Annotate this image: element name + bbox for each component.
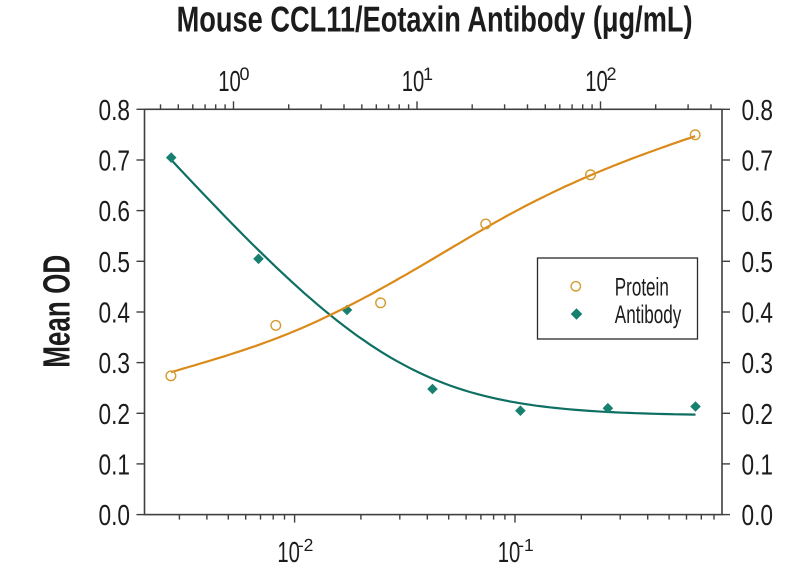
svg-text:100: 100 bbox=[218, 64, 249, 98]
svg-text:0.3: 0.3 bbox=[99, 348, 131, 380]
svg-text:102: 102 bbox=[585, 64, 616, 98]
svg-text:10-1: 10-1 bbox=[498, 535, 534, 569]
svg-text:0.5: 0.5 bbox=[742, 247, 774, 279]
svg-text:Protein: Protein bbox=[615, 274, 669, 302]
svg-text:0.7: 0.7 bbox=[99, 145, 131, 177]
svg-text:101: 101 bbox=[402, 64, 433, 98]
svg-text:0.3: 0.3 bbox=[742, 348, 774, 380]
svg-text:0.7: 0.7 bbox=[742, 145, 774, 177]
svg-text:0.4: 0.4 bbox=[99, 297, 131, 329]
svg-text:0.8: 0.8 bbox=[99, 95, 131, 127]
svg-text:0.6: 0.6 bbox=[742, 196, 774, 228]
svg-text:0.5: 0.5 bbox=[99, 247, 131, 279]
svg-text:Mean OD: Mean OD bbox=[36, 255, 78, 368]
svg-text:Mouse CCL11/Eotaxin Antibody (: Mouse CCL11/Eotaxin Antibody (μg/mL) bbox=[177, 0, 693, 40]
svg-text:0.2: 0.2 bbox=[99, 399, 131, 431]
svg-text:0.0: 0.0 bbox=[99, 500, 131, 532]
svg-text:10-2: 10-2 bbox=[277, 535, 313, 569]
svg-text:0.8: 0.8 bbox=[742, 95, 774, 127]
svg-text:0.0: 0.0 bbox=[742, 500, 774, 532]
svg-text:0.1: 0.1 bbox=[742, 449, 774, 481]
svg-text:0.4: 0.4 bbox=[742, 297, 774, 329]
svg-text:0.2: 0.2 bbox=[742, 399, 774, 431]
svg-text:Antibody: Antibody bbox=[615, 301, 682, 329]
svg-text:0.6: 0.6 bbox=[99, 196, 131, 228]
svg-text:0.1: 0.1 bbox=[99, 449, 131, 481]
